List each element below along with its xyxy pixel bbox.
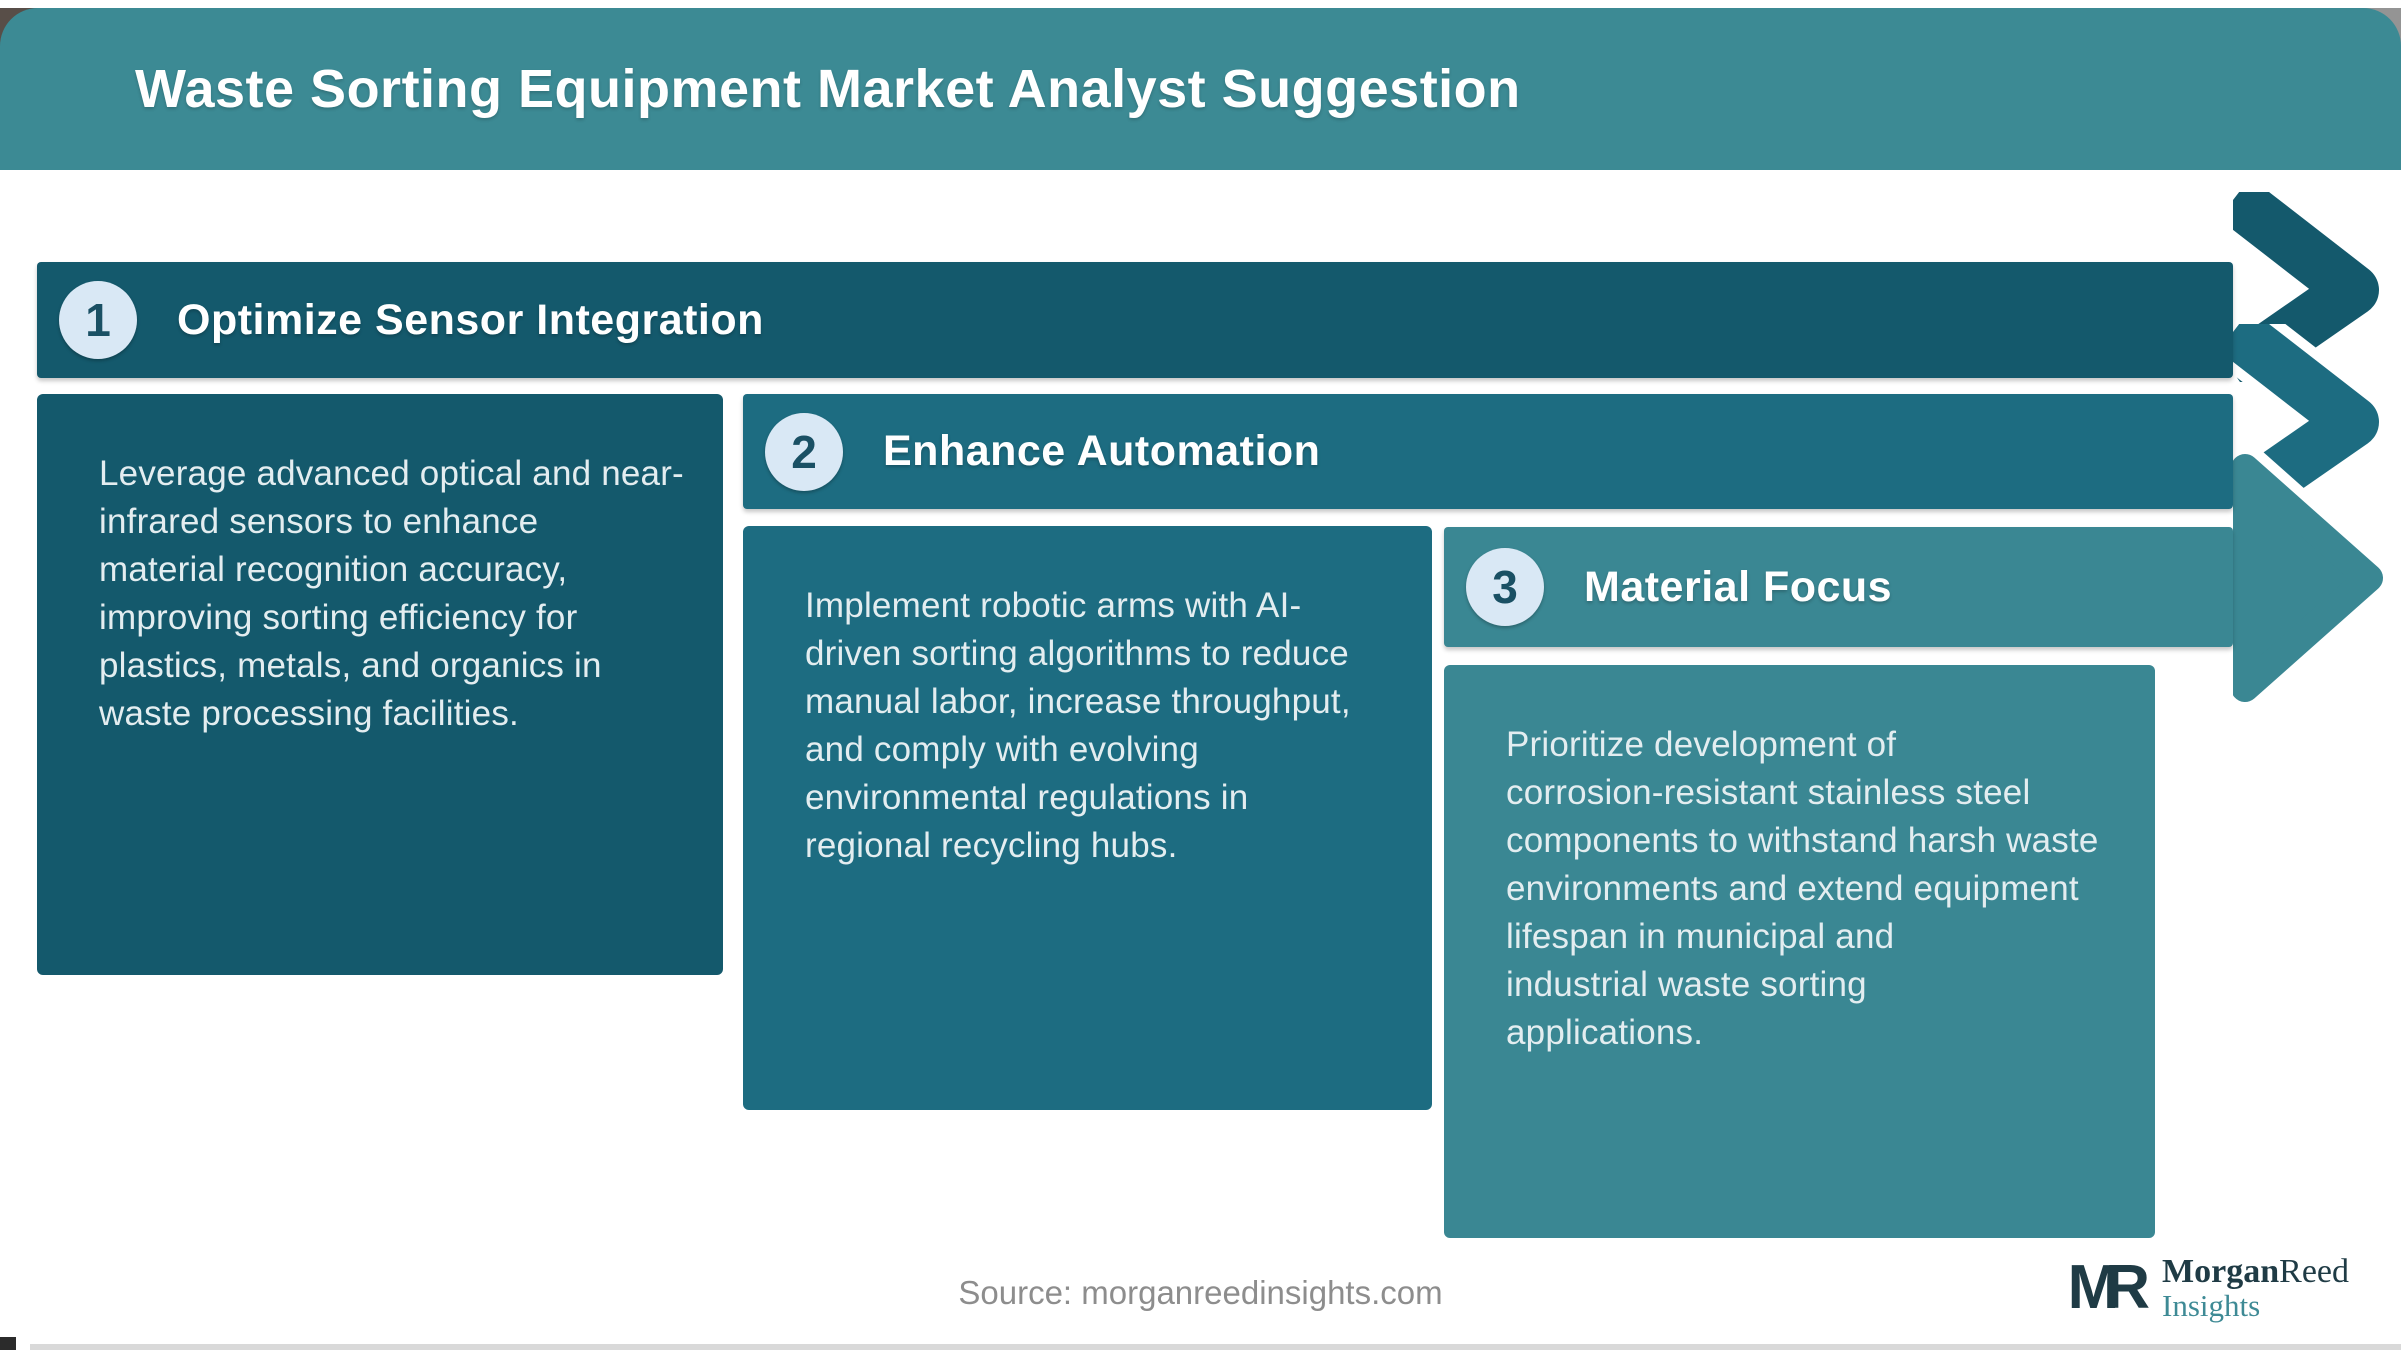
step-1-number: 1	[85, 294, 111, 346]
bottom-divider	[30, 1344, 2401, 1350]
step-3-banner: 3 Material Focus	[1444, 527, 2233, 647]
step-3-description-box: Prioritize development of corrosion-resi…	[1444, 665, 2155, 1238]
step-1-banner: 1 Optimize Sensor Integration	[37, 262, 2233, 378]
page-title: Waste Sorting Equipment Market Analyst S…	[135, 59, 1521, 119]
source-attribution: Source: morganreedinsights.com	[958, 1274, 1443, 1311]
step-2-number-badge: 2	[765, 412, 843, 491]
arrow-head-triangle-3-icon	[2233, 450, 2393, 710]
step-1-title: Optimize Sensor Integration	[177, 295, 764, 344]
step-2-description-box: Implement robotic arms with AI- driven s…	[743, 526, 1432, 1110]
step-2-title: Enhance Automation	[883, 427, 1321, 475]
step-2-number: 2	[791, 425, 817, 478]
logo-name: MorganReed	[2162, 1254, 2349, 1290]
header-banner: Waste Sorting Equipment Market Analyst S…	[0, 8, 2401, 170]
logo-name-regular: Reed	[2279, 1253, 2349, 1290]
step-1-description-box: Leverage advanced optical and near- infr…	[37, 394, 723, 975]
step-3-title: Material Focus	[1584, 562, 1893, 611]
logo-name-bold: Morgan	[2162, 1253, 2280, 1290]
morganreed-logo: MR MorganReed Insights	[2068, 1254, 2349, 1322]
mr-monogram-icon: MR	[2067, 1253, 2150, 1322]
step-3-number: 3	[1492, 561, 1518, 613]
bottom-left-chip	[0, 1337, 16, 1350]
arrow-head-chevron-2-icon	[2233, 324, 2383, 514]
step-2-banner: 2 Enhance Automation	[743, 394, 2233, 509]
logo-text: MorganReed Insights	[2162, 1254, 2349, 1322]
logo-tagline: Insights	[2162, 1288, 2261, 1323]
step-1-number-badge: 1	[59, 281, 137, 359]
step-3-number-badge: 3	[1466, 548, 1544, 626]
